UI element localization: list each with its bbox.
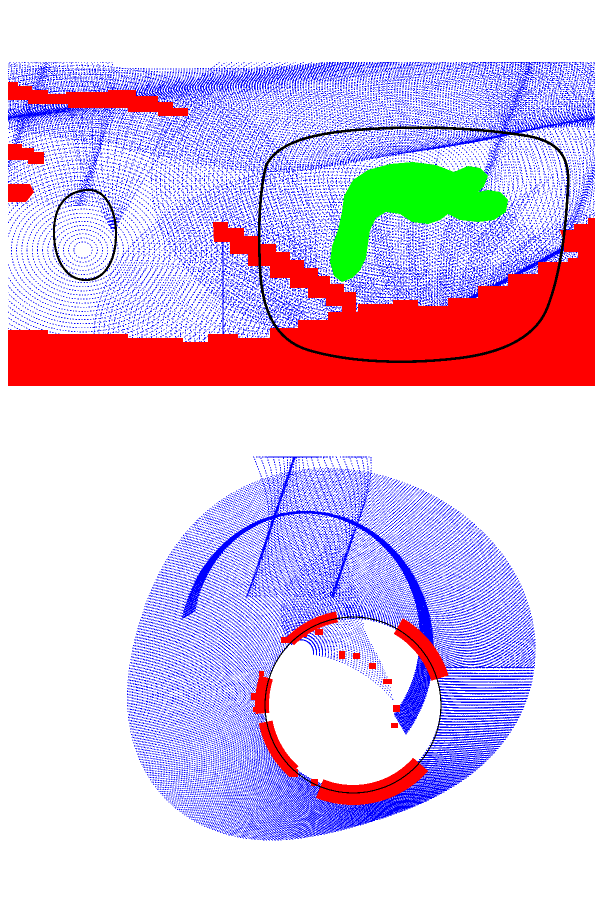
lower-inner-boundary — [264, 616, 442, 794]
polar-projection-panel — [53, 455, 550, 907]
upper-filled-regions-overlay — [8, 82, 595, 386]
upper-panel-plot — [8, 62, 595, 386]
upper-highlight-contour — [52, 126, 570, 363]
lower-contour-lines — [126, 456, 536, 841]
cylindrical-projection-panel — [8, 62, 595, 386]
lower-panel-plot — [53, 455, 550, 907]
